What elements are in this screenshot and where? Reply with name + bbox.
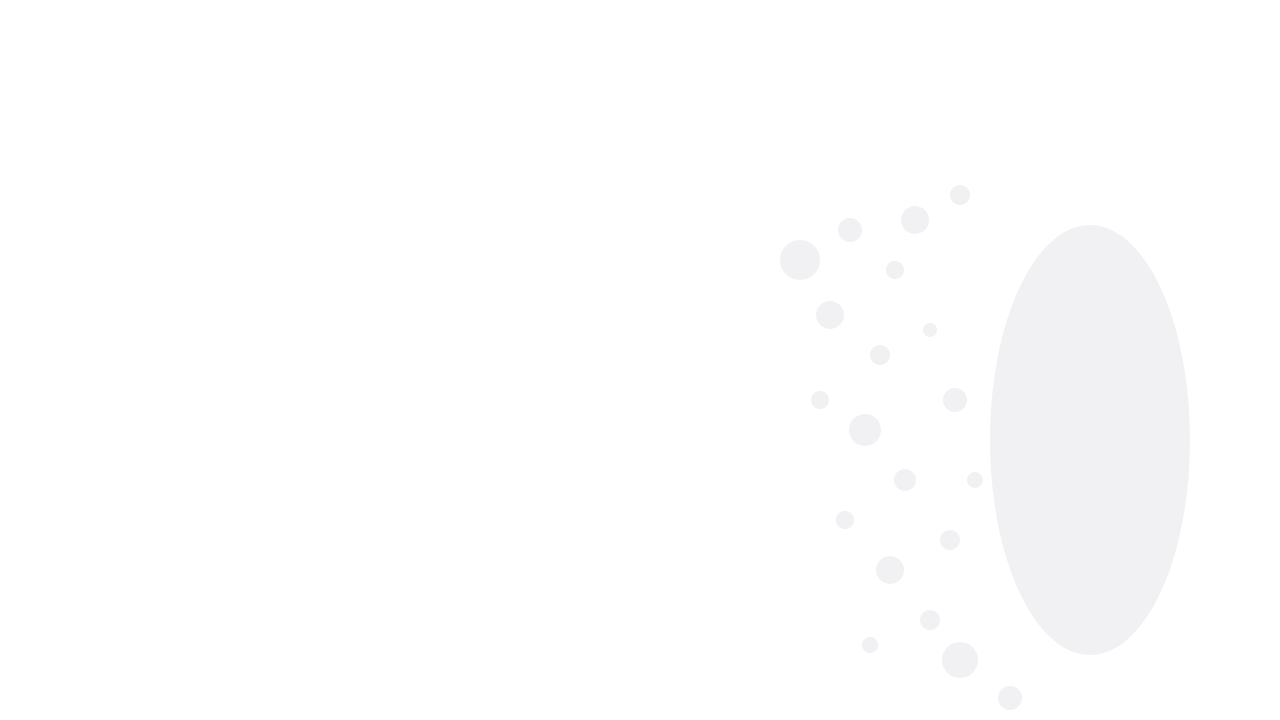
wiseguy-logo xyxy=(1204,7,1266,93)
plot-area xyxy=(88,163,1253,625)
logo-face-icon xyxy=(1204,11,1263,89)
chart-area xyxy=(0,100,1278,713)
header xyxy=(0,0,1280,100)
